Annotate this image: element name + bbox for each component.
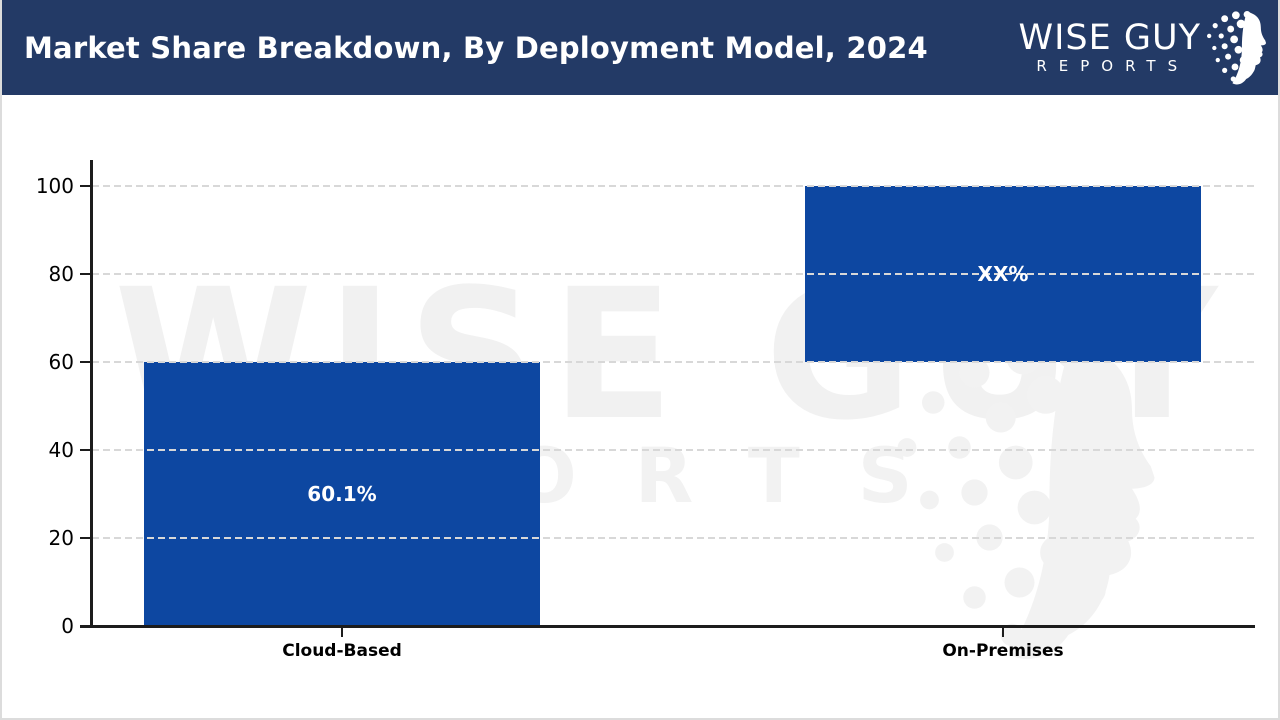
y-tick-label-40: 40 (48, 438, 74, 462)
watermark-face-icon (897, 338, 1155, 659)
logo-text: WISE GUY REPORTS (1018, 21, 1201, 74)
y-tick-60 (80, 361, 90, 363)
x-axis-label-cloud-based: Cloud-Based (282, 641, 402, 661)
y-tick-40 (80, 449, 90, 451)
bar-value-label-cloud-based: 60.1% (307, 481, 377, 506)
chart-title: Market Share Breakdown, By Deployment Mo… (24, 30, 928, 65)
bar-value-label-on-premises: XX% (977, 261, 1029, 286)
x-tick-cloud-based (341, 628, 343, 637)
x-axis-label-on-premises: On-Premises (942, 641, 1064, 661)
y-tick-label-80: 80 (48, 262, 74, 286)
logo-wordmark: WISE GUY (1018, 18, 1201, 58)
y-tick-label-20: 20 (48, 526, 74, 550)
y-axis-line (90, 160, 93, 628)
y-tick-20 (80, 537, 90, 539)
gridline-80 (92, 273, 1255, 275)
x-axis-line (80, 625, 1255, 628)
wiseguy-logo: WISE GUY REPORTS (1018, 7, 1266, 89)
y-tick-80 (80, 273, 90, 275)
y-tick-label-0: 0 (61, 614, 74, 638)
logo-subtext: REPORTS (1036, 57, 1190, 75)
header-bar: Market Share Breakdown, By Deployment Mo… (2, 0, 1278, 95)
y-tick-label-100: 100 (35, 174, 74, 198)
logo-face-icon (1207, 10, 1266, 84)
gridline-40 (92, 449, 1255, 451)
gridline-100 (92, 185, 1255, 187)
y-tick-100 (80, 185, 90, 187)
gridline-60 (92, 361, 1255, 363)
y-tick-label-60: 60 (48, 350, 74, 374)
bar-cloud-based (144, 361, 540, 626)
x-tick-on-premises (1002, 628, 1004, 637)
y-tick-0 (80, 625, 90, 627)
gridline-20 (92, 537, 1255, 539)
